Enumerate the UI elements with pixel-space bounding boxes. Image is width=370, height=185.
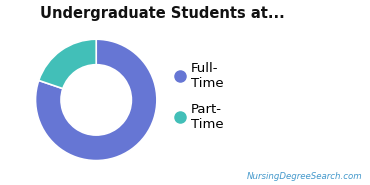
Text: NursingDegreeSearch.com: NursingDegreeSearch.com (247, 172, 363, 181)
Text: 80.2%: 80.2% (87, 114, 115, 123)
Wedge shape (36, 39, 157, 161)
Wedge shape (39, 39, 96, 89)
Legend: Full-
Time, Part-
Time: Full- Time, Part- Time (171, 57, 229, 137)
Text: Undergraduate Students at...: Undergraduate Students at... (40, 6, 285, 21)
